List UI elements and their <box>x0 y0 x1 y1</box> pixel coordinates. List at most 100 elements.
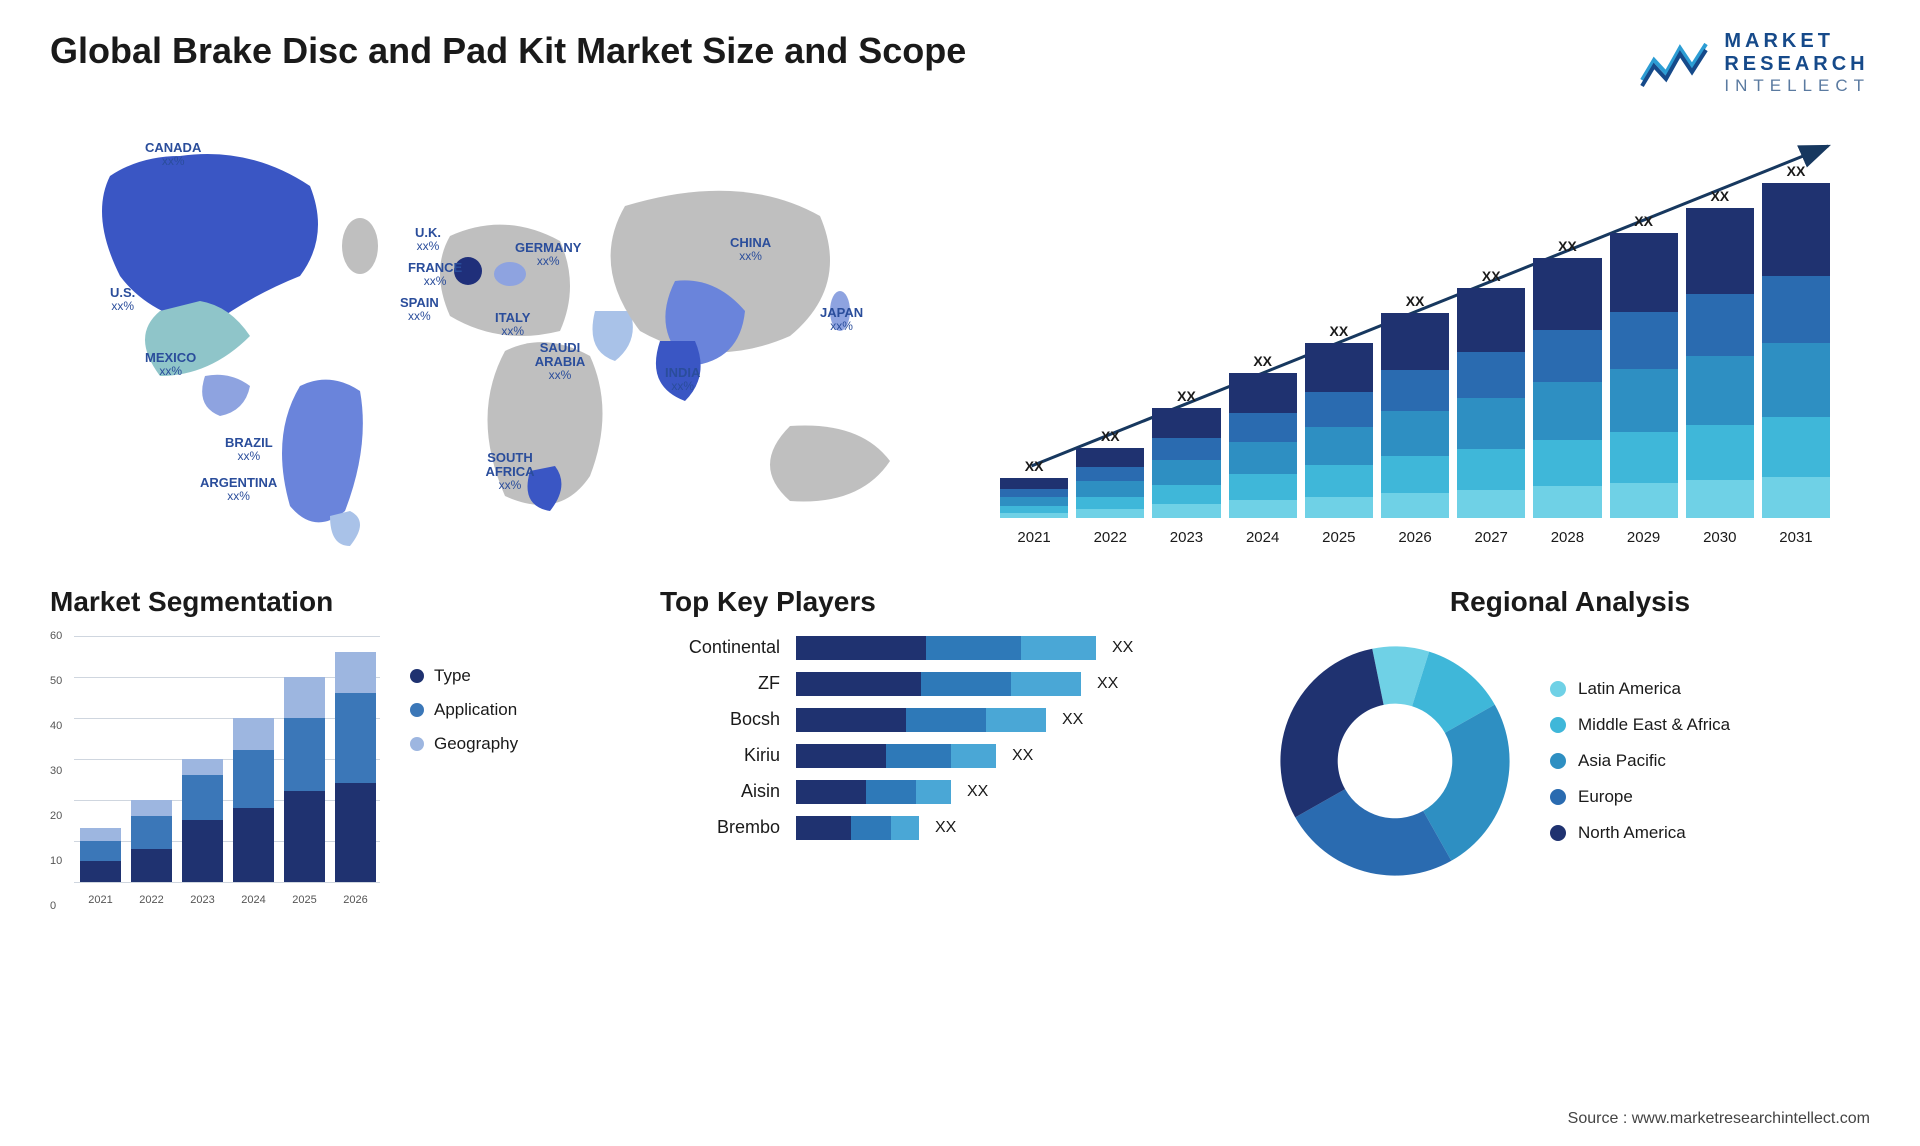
bar-segment <box>1381 370 1449 411</box>
seg-segment <box>284 791 325 881</box>
main-xlabel: 2021 <box>1000 529 1068 546</box>
bar-segment <box>1686 208 1754 295</box>
kp-name: Bocsh <box>660 709 780 730</box>
bar-segment <box>1229 500 1297 517</box>
bar-segment <box>1533 440 1601 487</box>
brand-logo-icon <box>1640 38 1710 88</box>
map-label-spain: SPAINxx% <box>400 296 439 323</box>
kp-bar <box>796 708 1046 732</box>
bar-segment <box>1610 483 1678 517</box>
regional-title: Regional Analysis <box>1270 586 1870 618</box>
map-label-u-k-: U.K.xx% <box>415 226 441 253</box>
segmentation-legend: TypeApplicationGeography <box>410 636 518 754</box>
bar-segment <box>1686 294 1754 356</box>
seg-bar-2024 <box>233 718 274 882</box>
bar-segment <box>1152 408 1220 439</box>
map-label-china: CHINAxx% <box>730 236 771 263</box>
seg-segment <box>80 828 121 840</box>
bar-segment <box>1610 432 1678 483</box>
main-bar-2031: XX <box>1762 163 1830 518</box>
main-bar-2030: XX <box>1686 188 1754 518</box>
brand-logo: MARKET RESEARCH INTELLECT <box>1640 30 1870 96</box>
legend-label: Middle East & Africa <box>1578 715 1730 735</box>
bar-segment <box>1152 504 1220 517</box>
main-bar-value: XX <box>1177 388 1196 404</box>
seg-segment <box>80 861 121 882</box>
kp-bar <box>796 816 919 840</box>
main-bar-value: XX <box>1634 213 1653 229</box>
kp-value: XX <box>1097 675 1118 693</box>
kp-name: ZF <box>660 673 780 694</box>
bar-segment <box>1533 258 1601 331</box>
map-label-germany: GERMANYxx% <box>515 241 581 268</box>
main-bar-2027: XX <box>1457 268 1525 518</box>
ytick: 30 <box>50 765 62 777</box>
bar-segment <box>1000 489 1068 497</box>
seg-segment <box>131 800 172 816</box>
seg-bar-2026 <box>335 652 376 882</box>
bar-segment <box>1076 448 1144 468</box>
page-title: Global Brake Disc and Pad Kit Market Siz… <box>50 30 966 72</box>
seg-legend-item: Application <box>410 700 518 720</box>
main-xlabel: 2029 <box>1610 529 1678 546</box>
seg-segment <box>182 759 223 775</box>
bar-segment <box>1762 343 1830 417</box>
seg-segment <box>131 816 172 849</box>
kp-value: XX <box>1012 747 1033 765</box>
bar-segment <box>1000 478 1068 489</box>
bar-segment <box>1076 481 1144 496</box>
kp-segment <box>796 672 921 696</box>
legend-label: Asia Pacific <box>1578 751 1666 771</box>
main-xlabel: 2023 <box>1152 529 1220 546</box>
ytick: 0 <box>50 900 56 912</box>
kp-bar <box>796 780 951 804</box>
kp-row-brembo: BremboXX <box>660 816 1220 840</box>
kp-name: Brembo <box>660 817 780 838</box>
bar-segment <box>1076 497 1144 510</box>
kp-value: XX <box>967 783 988 801</box>
bar-segment <box>1076 509 1144 517</box>
bar-segment <box>1152 485 1220 505</box>
bar-segment <box>1381 493 1449 518</box>
main-xlabel: 2026 <box>1381 529 1449 546</box>
bar-segment <box>1305 465 1373 497</box>
bar-segment <box>1533 330 1601 382</box>
bar-segment <box>1229 442 1297 474</box>
seg-segment <box>335 783 376 881</box>
segmentation-panel: Market Segmentation 20212022202320242025… <box>50 586 610 906</box>
donut-slice-north-america <box>1280 648 1383 817</box>
kp-segment <box>1011 672 1081 696</box>
main-bar-value: XX <box>1253 353 1272 369</box>
bar-segment <box>1457 352 1525 398</box>
kp-row-zf: ZF XX <box>660 672 1220 696</box>
legend-dot <box>410 703 424 717</box>
map-label-india: INDIAxx% <box>665 366 700 393</box>
kp-name: Kiriu <box>660 745 780 766</box>
legend-label: Europe <box>1578 787 1633 807</box>
regional-legend-item: Middle East & Africa <box>1550 715 1730 735</box>
regional-donut <box>1270 636 1520 886</box>
bar-segment <box>1000 513 1068 518</box>
legend-dot <box>1550 717 1566 733</box>
ytick: 40 <box>50 720 62 732</box>
legend-label: North America <box>1578 823 1686 843</box>
bar-segment <box>1229 413 1297 442</box>
main-bar-2029: XX <box>1610 213 1678 518</box>
legend-dot <box>410 737 424 751</box>
map-label-south-africa: SOUTH AFRICAxx% <box>480 451 540 493</box>
main-xlabel: 2031 <box>1762 529 1830 546</box>
kp-segment <box>951 744 996 768</box>
main-xlabel: 2025 <box>1305 529 1373 546</box>
map-label-mexico: MEXICOxx% <box>145 351 196 378</box>
kp-segment <box>986 708 1046 732</box>
map-label-argentina: ARGENTINAxx% <box>200 476 277 503</box>
kp-segment <box>906 708 986 732</box>
bar-segment <box>1610 369 1678 432</box>
bar-segment <box>1305 427 1373 466</box>
seg-bar-2021 <box>80 828 121 881</box>
kp-value: XX <box>1112 639 1133 657</box>
segmentation-title: Market Segmentation <box>50 586 610 618</box>
main-bar-2026: XX <box>1381 293 1449 518</box>
legend-label: Type <box>434 666 471 686</box>
main-bar-value: XX <box>1406 293 1425 309</box>
